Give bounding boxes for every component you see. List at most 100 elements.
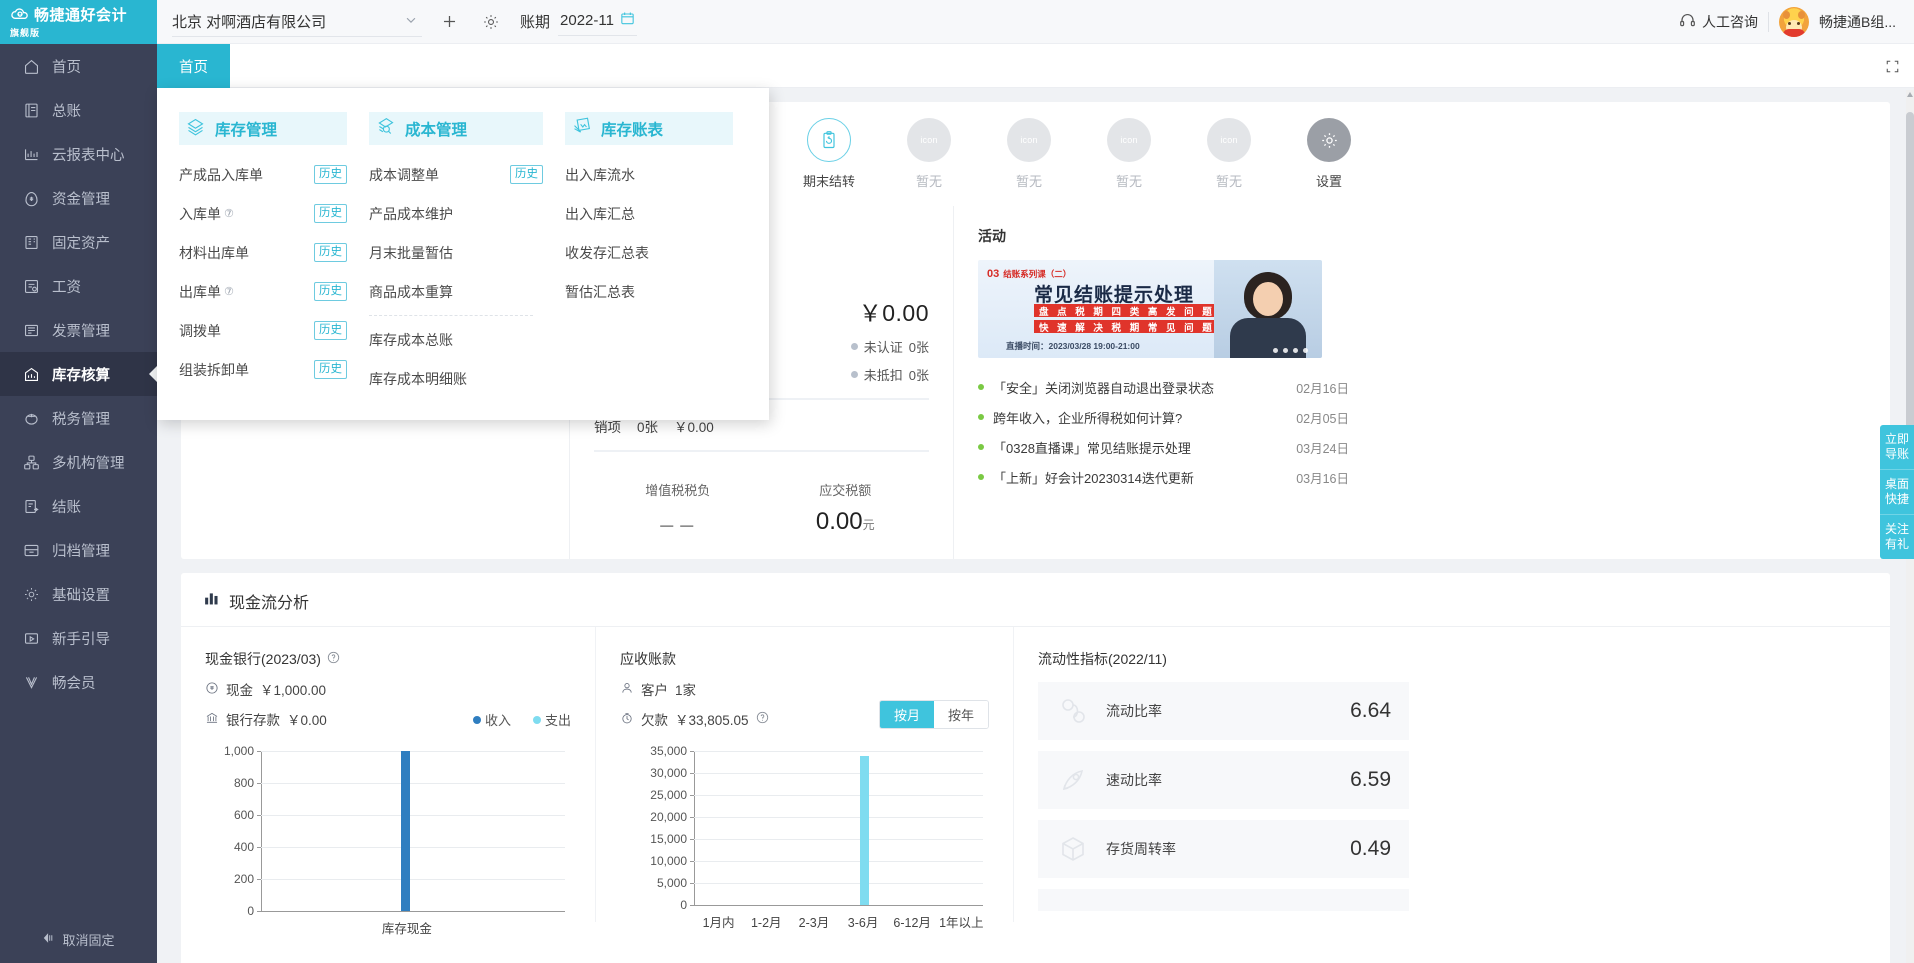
period-value: 2022-11 <box>560 12 614 29</box>
quick-action-settings[interactable]: 设置 <box>1279 118 1379 190</box>
history-badge[interactable]: 历史 <box>510 165 543 184</box>
cashflow-title: 现金流分析 <box>229 595 310 612</box>
menu-item-issue[interactable]: 出库单 ⑦ 历史 <box>179 272 347 311</box>
placeholder-icon: icon <box>1207 118 1251 162</box>
kpi-partial[interactable] <box>1038 889 1409 911</box>
customer-label: 客户 <box>641 683 668 698</box>
list-item[interactable]: 「安全」关闭浏览器自动退出登录状态 02月16日 <box>978 372 1349 402</box>
fullscreen-button[interactable] <box>1870 44 1914 88</box>
menu-item-finished-goods-receipt[interactable]: 产成品入库单 历史 <box>179 155 347 194</box>
menu-item-assembly[interactable]: 组装拆卸单 历史 <box>179 350 347 389</box>
collapse-sidebar-button[interactable]: 取消固定 <box>0 930 157 949</box>
app-title: 畅捷通好会计 <box>34 7 128 24</box>
menu-item-product-cost-maintain[interactable]: 产品成本维护 <box>369 194 543 233</box>
rail-follow-gift-button[interactable]: 关注 有礼 <box>1880 515 1914 559</box>
sidebar-item-label: 库存核算 <box>52 367 110 384</box>
menu-item-receipt[interactable]: 入库单 ⑦ 历史 <box>179 194 347 233</box>
kpi-current-ratio[interactable]: 流动比率 6.64 <box>1038 682 1409 740</box>
legend-income[interactable]: 收入 <box>472 710 511 729</box>
history-badge[interactable]: 历史 <box>314 282 347 301</box>
sidebar-item-fund-management[interactable]: 资金管理 <box>0 176 157 220</box>
menu-item-goods-cost-recalc[interactable]: 商品成本重算 <box>369 272 543 311</box>
receivable-title: 应收账款 <box>620 651 676 667</box>
username-label[interactable]: 畅捷通B组... <box>1818 13 1896 30</box>
sidebar-item-beginner-guide[interactable]: 新手引导 <box>0 616 157 660</box>
banner-carousel-dots[interactable] <box>1273 348 1308 353</box>
app-edition: 旗舰版 <box>10 28 41 38</box>
help-icon[interactable] <box>756 711 769 727</box>
sidebar-item-vip[interactable]: 畅会员 <box>0 660 157 704</box>
menu-item-receipt-issue-balance-summary[interactable]: 收发存汇总表 <box>565 233 733 272</box>
period-value-box[interactable]: 2022-11 <box>558 7 637 36</box>
list-item[interactable]: 跨年收入，企业所得税如何计算? 02月05日 <box>978 402 1349 432</box>
menu-item-inventory-cost-detail[interactable]: 库存成本明细账 <box>369 359 543 398</box>
news-text: 「0328直播课」常见结账提示处理 <box>993 440 1191 456</box>
menu-item-material-issue[interactable]: 材料出库单 历史 <box>179 233 347 272</box>
rail-label-line1: 桌面 <box>1884 477 1909 491</box>
help-icon[interactable] <box>327 651 340 667</box>
help-icon[interactable]: ⑦ <box>224 208 234 220</box>
sidebar-item-multi-org[interactable]: 多机构管理 <box>0 440 157 484</box>
menu-item-label: 出入库流水 <box>565 166 635 183</box>
tax-label: 增值税税负 <box>645 483 711 498</box>
sidebar-item-settlement[interactable]: 结账 <box>0 484 157 528</box>
history-badge[interactable]: 历史 <box>314 165 347 184</box>
rail-desktop-shortcut-button[interactable]: 桌面 快捷 <box>1880 470 1914 515</box>
menu-item-inout-journal[interactable]: 出入库流水 <box>565 155 733 194</box>
chevron-down-icon[interactable] <box>404 13 422 30</box>
sidebar-item-home[interactable]: 首页 <box>0 44 157 88</box>
company-selector[interactable]: 北京 对啊酒店有限公司 <box>172 7 422 37</box>
scrollbar-thumb[interactable] <box>1906 112 1914 524</box>
toggle-by-month[interactable]: 按月 <box>879 701 934 728</box>
list-item[interactable]: 「0328直播课」常见结账提示处理 03月24日 <box>978 432 1349 462</box>
menu-item-inventory-cost-ledger[interactable]: 库存成本总账 <box>369 320 543 359</box>
cash-icon <box>205 681 219 698</box>
help-icon[interactable]: ⑦ <box>224 286 234 298</box>
menu-item-inout-summary[interactable]: 出入库汇总 <box>565 194 733 233</box>
history-badge[interactable]: 历史 <box>314 243 347 262</box>
history-badge[interactable]: 历史 <box>314 204 347 223</box>
sidebar-item-basic-settings[interactable]: 基础设置 <box>0 572 157 616</box>
sidebar-item-inventory-accounting[interactable]: 库存核算 <box>0 352 157 396</box>
human-consult-button[interactable]: 人工咨询 <box>1679 12 1758 32</box>
legend-expense[interactable]: 支出 <box>532 710 571 729</box>
news-text: 「上新」好会计20230314迭代更新 <box>993 470 1194 486</box>
scroll-up-arrow[interactable] <box>1907 92 1913 97</box>
menu-item-cost-adjustment[interactable]: 成本调整单 历史 <box>369 155 543 194</box>
rocket-icon <box>1056 763 1090 797</box>
kpi-quick-ratio[interactable]: 速动比率 6.59 <box>1038 751 1409 809</box>
settings-gear-button[interactable] <box>476 7 506 37</box>
sidebar-item-fixed-assets[interactable]: 固定资产 <box>0 220 157 264</box>
toggle-by-year[interactable]: 按年 <box>933 701 988 728</box>
kpi-label: 流动比率 <box>1106 703 1162 719</box>
kpi-inventory-turnover[interactable]: 存货周转率 0.49 <box>1038 820 1409 878</box>
rail-import-accounts-button[interactable]: 立即 导账 <box>1880 425 1914 470</box>
history-badge[interactable]: 历史 <box>314 321 347 340</box>
activity-banner[interactable]: 03 结账系列课（二） 常见结账提示处理 盘 点 税 期 四 类 高 发 问 题… <box>978 260 1322 358</box>
sidebar-item-tax-management[interactable]: 税务管理 <box>0 396 157 440</box>
tab-strip: 首页 <box>157 44 1914 88</box>
receivable-period-toggle[interactable]: 按月 按年 <box>878 700 989 729</box>
tab-home[interactable]: 首页 <box>157 44 230 88</box>
sidebar-item-salary[interactable]: 工资 <box>0 264 157 308</box>
sidebar-item-archive[interactable]: 归档管理 <box>0 528 157 572</box>
cost-search-icon <box>375 116 396 142</box>
avatar[interactable] <box>1778 6 1809 37</box>
sidebar-item-label: 新手引导 <box>52 631 110 648</box>
divider <box>594 450 929 452</box>
menu-item-label: 库存成本总账 <box>369 331 453 348</box>
rail-label-line2: 快捷 <box>1884 492 1909 506</box>
sidebar-item-cloud-reports[interactable]: 云报表中心 <box>0 132 157 176</box>
app-logo[interactable]: 畅捷通好会计 旗舰版 <box>0 0 157 44</box>
list-item[interactable]: 「上新」好会计20230314迭代更新 03月16日 <box>978 462 1349 492</box>
history-badge[interactable]: 历史 <box>314 360 347 379</box>
menu-item-month-end-estimate[interactable]: 月末批量暂估 <box>369 233 543 272</box>
period-selector[interactable]: 账期 2022-11 <box>520 7 637 36</box>
menu-item-transfer[interactable]: 调拨单 历史 <box>179 311 347 350</box>
sidebar-item-general-ledger[interactable]: 总账 <box>0 88 157 132</box>
add-company-button[interactable] <box>434 7 464 37</box>
sidebar-item-invoice[interactable]: 发票管理 <box>0 308 157 352</box>
calendar-icon[interactable] <box>620 11 635 30</box>
quick-action-period-close[interactable]: 期末结转 <box>779 118 879 190</box>
menu-item-estimate-summary[interactable]: 暂估汇总表 <box>565 272 733 311</box>
